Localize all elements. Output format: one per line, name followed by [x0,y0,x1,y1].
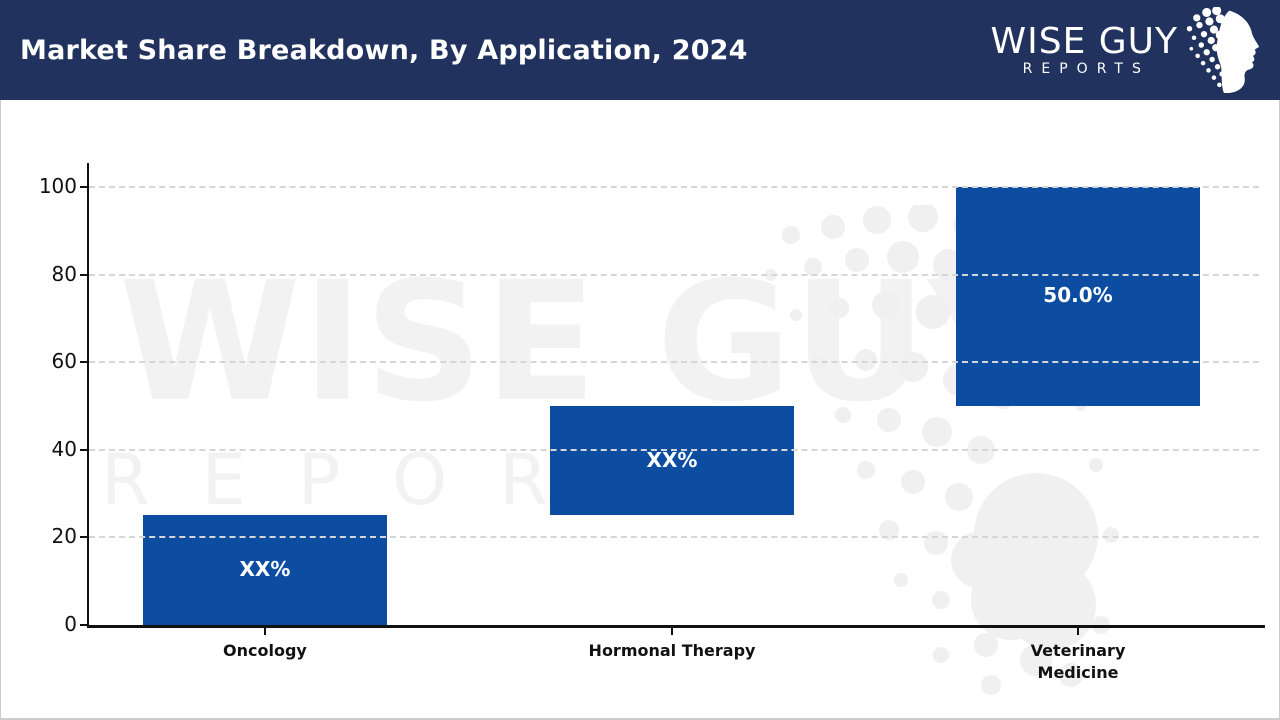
x-category-label: Hormonal Therapy [588,641,756,660]
y-tick [80,185,88,188]
y-tick-label: 0 [64,612,77,636]
bar-value-label: XX% [646,447,698,472]
y-tick-label: 100 [38,173,77,198]
gridline [89,448,1259,451]
y-tick-label: 20 [51,524,77,549]
face-dots-icon [1186,7,1260,93]
gridline [89,185,1259,188]
bar [550,405,794,516]
chart-title: Market Share Breakdown, By Application, … [20,34,748,66]
x-tick [671,628,673,635]
gridline [89,361,1259,364]
y-tick [80,361,88,364]
header: Market Share Breakdown, By Application, … [0,0,1280,100]
bar [956,186,1200,406]
gridline [89,536,1259,539]
wise-guy-logo: WISE GUY REPORTS [991,6,1267,94]
x-category-label: Veterinary Medicine [1030,641,1126,682]
y-tick-label: 40 [51,436,77,461]
y-tick [80,536,88,539]
logo-subtitle: REPORTS [1022,60,1150,77]
bar-value-label: XX% [239,557,291,582]
x-category-label: Oncology [223,641,307,660]
y-tick-label: 60 [51,349,77,374]
x-axis-line [87,625,1265,628]
y-axis-line [87,163,89,628]
bar [142,515,387,625]
gridline [89,273,1259,276]
logo-text: WISE GUY REPORTS [991,23,1179,77]
x-tick [263,628,266,635]
bar-chart: WISE GUY REPORTS [0,100,1280,720]
y-tick [80,273,88,276]
y-tick [80,624,88,626]
bar-value-label: 50.0% [1043,283,1113,308]
y-tick-label: 80 [51,261,77,286]
x-tick [1077,628,1079,635]
logo-wordmark: WISE GUY [990,21,1178,63]
y-tick [80,448,88,451]
